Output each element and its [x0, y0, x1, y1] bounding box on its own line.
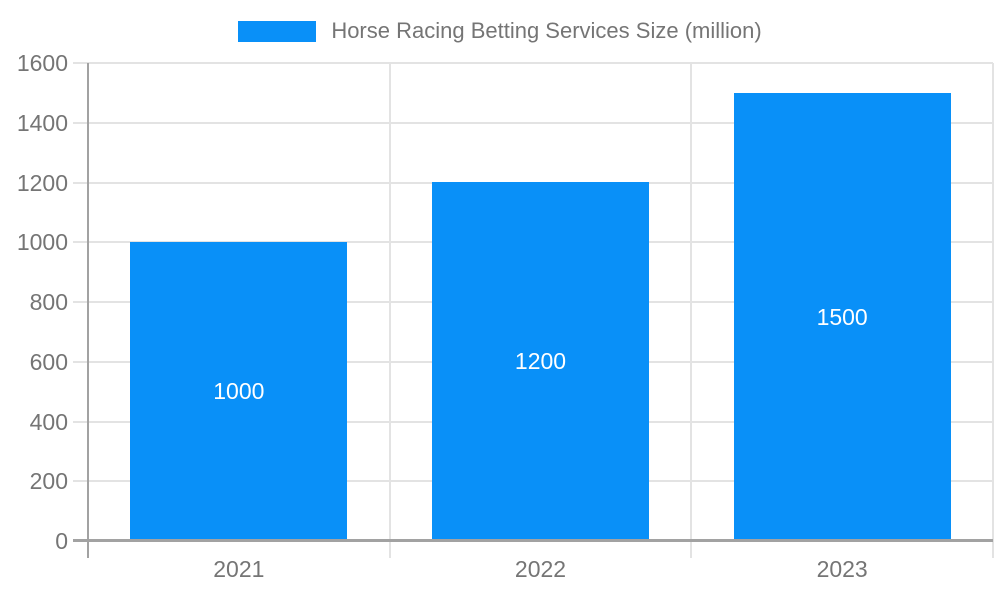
y-tick-label: 200	[29, 468, 68, 495]
y-tick-label: 1200	[16, 169, 68, 196]
bar-value-label: 1200	[514, 348, 567, 374]
y-tick-mark	[73, 62, 88, 64]
y-tick-label: 600	[29, 348, 68, 375]
legend-label: Horse Racing Betting Services Size (mill…	[331, 18, 762, 43]
bar: 1200	[432, 182, 649, 541]
gridline-vertical	[388, 63, 391, 558]
y-tick-mark	[73, 360, 88, 363]
y-tick-label: 1600	[16, 50, 68, 76]
y-tick-label: 0	[55, 528, 68, 554]
x-axis-line	[73, 539, 993, 542]
gridline-vertical	[992, 63, 994, 558]
bar-value-label: 1000	[213, 378, 265, 404]
y-tick-label: 1000	[16, 229, 68, 256]
y-tick-label: 400	[29, 408, 68, 435]
y-tick-mark	[73, 301, 88, 303]
y-tick-label: 800	[29, 289, 68, 315]
gridline-horizontal	[88, 62, 993, 64]
bar: 1000	[130, 242, 348, 541]
y-axis-line	[87, 63, 89, 558]
bar: 1500	[733, 93, 951, 541]
gridline-horizontal	[88, 121, 993, 124]
legend-swatch	[238, 20, 317, 42]
bar-value-label: 1500	[816, 303, 868, 330]
y-tick-label: 1400	[16, 109, 68, 136]
x-tick-label: 2021	[213, 556, 265, 582]
y-tick-mark	[73, 420, 88, 423]
plot-area: 0 200 400 600 800 1000 1200 1400 1600 1000 1200 150…	[17, 50, 994, 582]
gridline-vertical	[690, 63, 693, 558]
y-tick-mark	[73, 241, 88, 244]
y-tick-mark	[73, 480, 88, 483]
x-tick-label: 2023	[816, 556, 868, 582]
y-tick-mark	[73, 181, 88, 184]
x-tick-label: 2022	[514, 556, 567, 582]
y-tick-mark	[73, 121, 88, 124]
legend: Horse Racing Betting Services Size (mill…	[0, 18, 1000, 44]
